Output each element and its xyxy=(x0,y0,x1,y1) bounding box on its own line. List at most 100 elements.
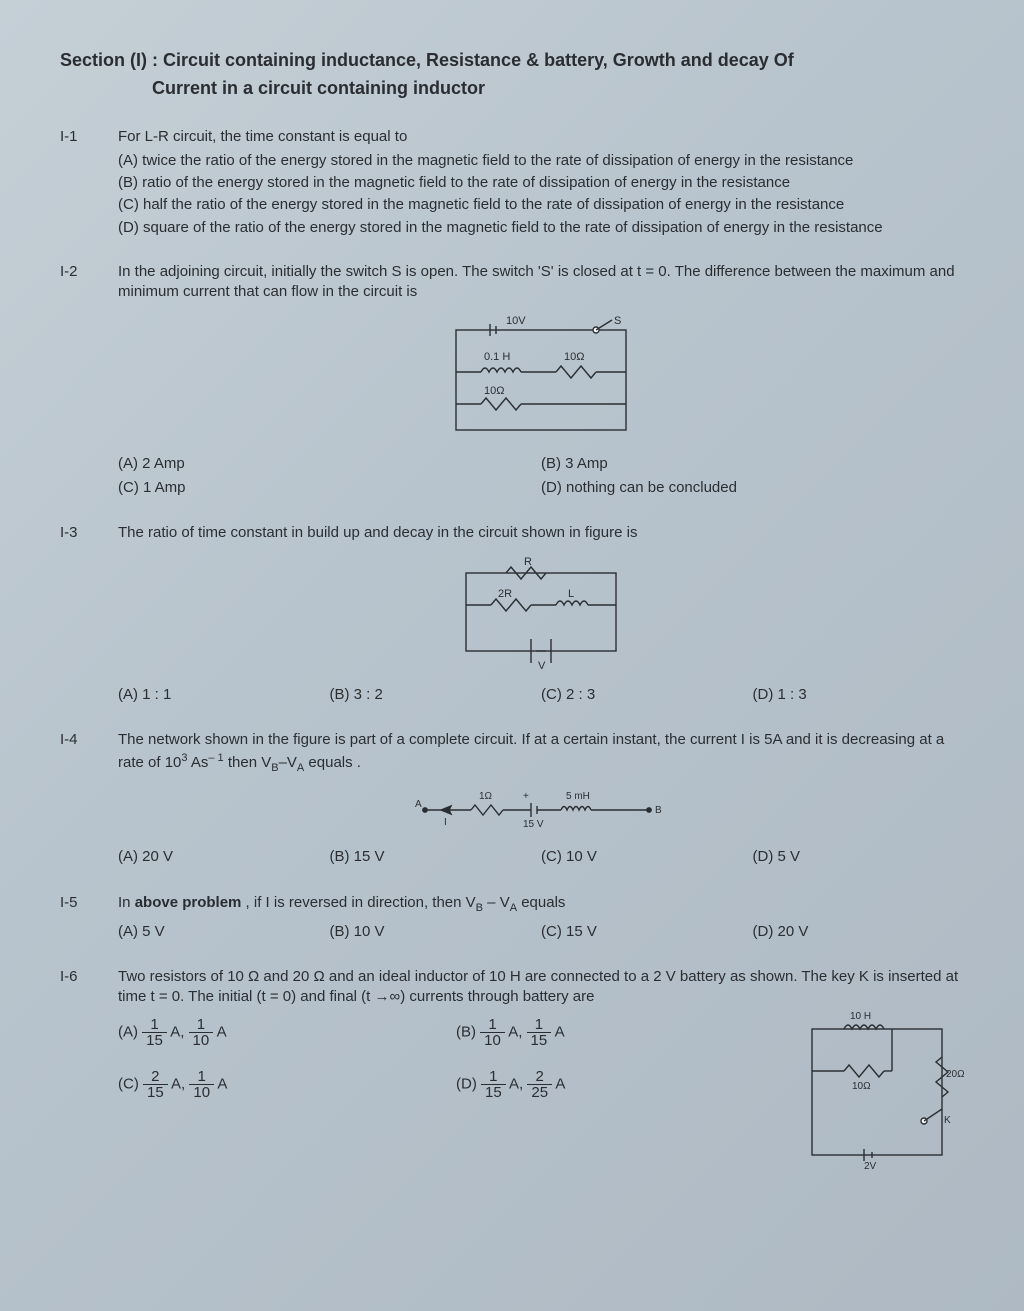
question-number: I-5 xyxy=(60,893,118,945)
stem-part: equals xyxy=(517,894,565,911)
l-label: L xyxy=(568,588,574,600)
question-stem: In the adjoining circuit, initially the … xyxy=(118,262,964,303)
option-a: (A) 115 A, 110 A xyxy=(118,1017,456,1048)
stem-part: equals . xyxy=(304,754,361,771)
option-a: (A) 20 V xyxy=(118,847,330,867)
question-number: I-1 xyxy=(60,127,118,240)
stem-part: then V xyxy=(224,754,272,771)
option-d: (D) 115 A, 225 A xyxy=(456,1069,794,1100)
question-stem: The network shown in the figure is part … xyxy=(118,730,964,775)
option-b: (B) ratio of the energy stored in the ma… xyxy=(118,173,964,193)
r1-label: 10Ω xyxy=(564,351,584,363)
options: (A) 5 V (B) 10 V (C) 15 V (D) 20 V xyxy=(118,922,964,945)
node-b: B xyxy=(655,805,662,816)
options: (A) 20 V (B) 15 V (C) 10 V (D) 5 V xyxy=(118,847,964,870)
question-3: I-3 The ratio of time constant in build … xyxy=(60,523,964,709)
emf-label: 10V xyxy=(506,315,526,327)
frac-num: 1 xyxy=(189,1017,214,1033)
v-label: 2V xyxy=(864,1161,877,1171)
r2-label: 20Ω xyxy=(946,1069,964,1080)
option-d: (D) 20 V xyxy=(753,922,965,942)
opt-post: A xyxy=(552,1076,565,1093)
question-1: I-1 For L-R circuit, the time constant i… xyxy=(60,127,964,240)
circuit-figure: 10 H 10Ω 20Ω K 2V xyxy=(794,1011,964,1177)
stem-sub: B xyxy=(476,902,483,914)
option-b: (B) 3 Amp xyxy=(541,454,964,474)
opt-post: A xyxy=(551,1024,564,1041)
option-d: (D) 1 : 3 xyxy=(753,685,965,705)
circuit-svg: A B I 1Ω + 5 mH 15 V xyxy=(411,785,671,835)
stem-exp: – 1 xyxy=(208,752,223,764)
stem-sub: B xyxy=(271,762,278,774)
circuit-svg: 10V S 0.1 H 10Ω xyxy=(436,312,646,442)
section-title-line2: Current in a circuit containing inductor xyxy=(152,76,964,100)
r-label: R xyxy=(524,556,532,568)
option-b: (B) 15 V xyxy=(330,847,542,867)
circuit-svg: 10 H 10Ω 20Ω K 2V xyxy=(794,1011,964,1171)
opt-pre: (D) xyxy=(456,1076,481,1093)
frac-den: 10 xyxy=(189,1085,214,1100)
opt-post: A xyxy=(214,1076,227,1093)
frac-den: 10 xyxy=(480,1033,505,1048)
option-a: (A) twice the ratio of the energy stored… xyxy=(118,151,964,171)
circuit-figure: A B I 1Ω + 5 mH 15 V xyxy=(118,785,964,835)
option-d: (D) 5 V xyxy=(753,847,965,867)
question-number: I-2 xyxy=(60,262,118,501)
option-a: (A) 5 V xyxy=(118,922,330,942)
node-a: A xyxy=(415,799,422,810)
circuit-svg: R 2R L V xyxy=(446,553,636,673)
frac-num: 1 xyxy=(142,1017,167,1033)
option-d: (D) square of the ratio of the energy st… xyxy=(118,218,964,238)
opt-post: A xyxy=(213,1024,226,1041)
section-title-line1: Section (I) : Circuit containing inducta… xyxy=(60,48,964,72)
frac-den: 15 xyxy=(143,1085,168,1100)
option-c: (C) 10 V xyxy=(541,847,753,867)
options: (A) 1 : 1 (B) 3 : 2 (C) 2 : 3 (D) 1 : 3 xyxy=(118,685,964,708)
option-c: (C) 15 V xyxy=(541,922,753,942)
frac-num: 2 xyxy=(527,1069,552,1085)
inductor-label: 0.1 H xyxy=(484,351,510,363)
frac-num: 2 xyxy=(143,1069,168,1085)
question-stem: The ratio of time constant in build up a… xyxy=(118,523,964,543)
question-number: I-4 xyxy=(60,730,118,870)
opt-mid: A, xyxy=(505,1024,527,1041)
frac-num: 1 xyxy=(527,1017,552,1033)
option-c: (C) 1 Amp xyxy=(118,478,541,498)
opt-mid: A, xyxy=(167,1024,189,1041)
question-6: I-6 Two resistors of 10 Ω and 20 Ω and a… xyxy=(60,967,964,1178)
question-2: I-2 In the adjoining circuit, initially … xyxy=(60,262,964,501)
stem-sub: A xyxy=(510,902,517,914)
stem-part: In xyxy=(118,894,135,911)
options: (A) 2 Amp (B) 3 Amp (C) 1 Amp (D) nothin… xyxy=(118,454,964,501)
stem-part: –V xyxy=(279,754,297,771)
i-label: I xyxy=(444,817,447,828)
option-a: (A) 1 : 1 xyxy=(118,685,330,705)
option-d: (D) nothing can be concluded xyxy=(541,478,964,498)
option-b: (B) 110 A, 115 A xyxy=(456,1017,794,1048)
question-stem: Two resistors of 10 Ω and 20 Ω and an id… xyxy=(118,967,964,1008)
plus-label: + xyxy=(523,791,529,802)
r-label: 1Ω xyxy=(479,791,493,802)
question-4: I-4 The network shown in the figure is p… xyxy=(60,730,964,870)
opt-mid: A, xyxy=(168,1076,190,1093)
option-c: (C) 215 A, 110 A xyxy=(118,1069,456,1100)
frac-den: 25 xyxy=(527,1085,552,1100)
r2-label: 2R xyxy=(498,588,512,600)
opt-mid: A, xyxy=(506,1076,528,1093)
opt-pre: (B) xyxy=(456,1024,480,1041)
frac-num: 1 xyxy=(481,1069,506,1085)
circuit-figure: 10V S 0.1 H 10Ω xyxy=(118,312,964,442)
stem-bold: above problem xyxy=(135,894,242,911)
options: (A) twice the ratio of the energy stored… xyxy=(118,151,964,238)
k-label: K xyxy=(944,1115,951,1126)
options: (A) 115 A, 110 A (B) 110 A, 115 A (C) 21… xyxy=(118,1011,794,1177)
option-c: (C) 2 : 3 xyxy=(541,685,753,705)
question-number: I-3 xyxy=(60,523,118,709)
opt-pre: (C) xyxy=(118,1076,143,1093)
option-b: (B) 10 V xyxy=(330,922,542,942)
stem-part: As xyxy=(188,754,209,771)
r1-label: 10Ω xyxy=(852,1081,871,1092)
v-label: 15 V xyxy=(523,819,544,830)
l-label: 5 mH xyxy=(566,791,590,802)
r2-label: 10Ω xyxy=(484,385,504,397)
